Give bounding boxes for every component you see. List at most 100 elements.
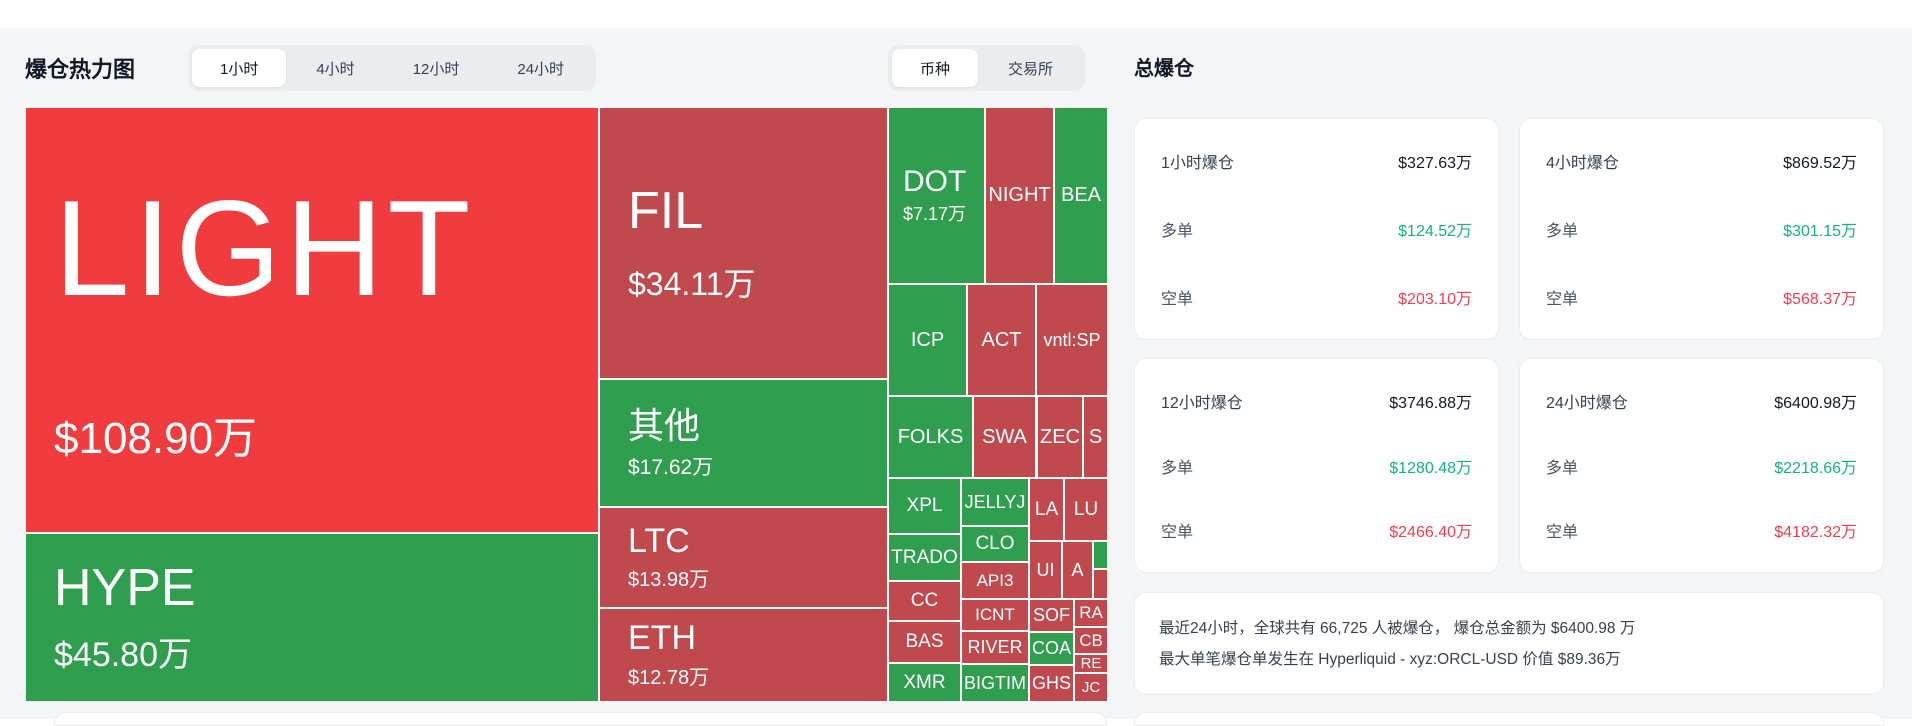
treemap-cell-ICP[interactable]: ICP (889, 285, 966, 395)
tab-24h[interactable]: 24小时 (489, 49, 592, 87)
treemap-cell-LA[interactable]: LA (1030, 479, 1063, 540)
card-total: $327.63万 (1398, 149, 1472, 173)
treemap-cell-BIGTIM[interactable]: BIGTIM (962, 665, 1028, 701)
summary-line-1: 最近24小时，全球共有 66,725 人被爆仓， 爆仓总金额为 $6400.98… (1159, 613, 1859, 644)
long-value: $2218.66万 (1774, 454, 1857, 478)
treemap-cell-UI[interactable]: UI (1030, 542, 1061, 598)
treemap-cell-value: $7.17万 (903, 205, 966, 225)
treemap-cell-value: $34.11万 (628, 267, 756, 302)
treemap-cell-vntl:SP[interactable]: vntl:SP (1037, 285, 1107, 395)
treemap-cell-BAS[interactable]: BAS (889, 622, 960, 662)
treemap-cell-JELLYJ[interactable]: JELLYJ (962, 479, 1028, 525)
treemap-cell-HYPE[interactable]: HYPE$45.80万 (26, 534, 598, 701)
treemap-cell-symbol: ZEC (1040, 427, 1080, 448)
liquidation-summary: 最近24小时，全球共有 66,725 人被爆仓， 爆仓总金额为 $6400.98… (1134, 592, 1884, 695)
treemap-cell-ACT[interactable]: ACT (968, 285, 1035, 395)
treemap-cell-symbol: BAS (905, 632, 943, 652)
treemap-cell-JC[interactable]: JC (1075, 674, 1107, 701)
treemap-cell-symbol: A (1071, 561, 1083, 580)
treemap-cell-RIVER[interactable]: RIVER (962, 632, 1028, 663)
treemap-cell-value: $13.98万 (628, 569, 709, 591)
treemap-cell-symbol: TRADO (891, 548, 958, 568)
long-label: 多单 (1161, 454, 1193, 478)
treemap-cell-symbol: ICNT (975, 606, 1015, 624)
treemap-cell-TRADO[interactable]: TRADO (889, 535, 960, 580)
treemap-cell-symbol: COA (1032, 639, 1071, 658)
treemap-cell-symbol: XMR (903, 673, 945, 693)
treemap-cell-unlabeled[interactable] (1094, 542, 1107, 568)
treemap-cell-GHS[interactable]: GHS (1030, 666, 1073, 701)
treemap-cell-unlabeled[interactable] (1094, 570, 1107, 598)
treemap-cell-ICNT[interactable]: ICNT (962, 600, 1028, 630)
treemap-cell-symbol: BEA (1061, 185, 1101, 206)
short-value: $2466.40万 (1389, 518, 1472, 542)
short-label: 空单 (1546, 518, 1578, 542)
treemap-cell-FOLKS[interactable]: FOLKS (889, 397, 972, 477)
card-title: 1小时爆仓 (1161, 149, 1234, 173)
treemap-cell-BEA[interactable]: BEA (1055, 108, 1107, 283)
treemap-cell-FIL[interactable]: FIL $34.11万 (600, 108, 887, 378)
treemap-cell-symbol: S (1089, 427, 1102, 448)
treemap-cell-其他[interactable]: 其他$17.62万 (600, 380, 887, 506)
treemap-cell-COA[interactable]: COA (1030, 633, 1073, 664)
treemap-cell-symbol: RIVER (967, 638, 1022, 657)
treemap-cell-symbol: JC (1082, 680, 1100, 696)
treemap-cell-symbol: SOF (1033, 606, 1070, 625)
treemap-cell-value: $108.90万 (54, 415, 257, 463)
treemap-cell-XMR[interactable]: XMR (889, 664, 960, 701)
treemap-cell-LU[interactable]: LU (1065, 479, 1107, 540)
treemap-cell-symbol: CC (911, 591, 938, 611)
treemap-cell-symbol: RE (1081, 656, 1102, 672)
treemap-cell-symbol: DOT (903, 166, 966, 198)
total-liquidation-title: 总爆仓 (1134, 52, 1194, 81)
next-section-card-edge (54, 712, 1107, 726)
treemap-cell-symbol: GHS (1032, 674, 1071, 693)
treemap-cell-LTC[interactable]: LTC $13.98万 (600, 508, 887, 607)
card-title: 24小时爆仓 (1546, 389, 1628, 413)
treemap-cell-RE[interactable]: RE (1075, 655, 1107, 672)
treemap-cell-LIGHT[interactable]: LIGHT$108.90万 (26, 108, 598, 532)
liquidation-card-4h: 4小时爆仓$869.52万 多单$301.15万 空单$568.37万 (1519, 118, 1884, 340)
treemap-cell-A[interactable]: A (1063, 542, 1092, 598)
treemap-cell-symbol: XPL (907, 496, 943, 516)
treemap-cell-value: $12.78万 (628, 667, 709, 689)
tab-12h[interactable]: 12小时 (385, 49, 488, 87)
short-label: 空单 (1161, 518, 1193, 542)
short-value: $568.37万 (1783, 285, 1857, 309)
toggle-coin[interactable]: 币种 (892, 49, 978, 87)
treemap-cell-DOT[interactable]: DOT $7.17万 (889, 108, 984, 283)
treemap-cell-symbol: ETH (628, 621, 696, 657)
treemap-cell-CLO[interactable]: CLO (962, 527, 1028, 561)
treemap-cell-symbol: FIL (628, 184, 703, 239)
treemap-cell-CB[interactable]: CB (1075, 628, 1107, 653)
treemap-cell-SOF[interactable]: SOF (1030, 600, 1073, 631)
treemap-cell-symbol: CB (1079, 632, 1103, 650)
card-total: $869.52万 (1783, 149, 1857, 173)
treemap-cell-symbol: 其他 (628, 407, 700, 445)
treemap-cell-RA[interactable]: RA (1075, 600, 1107, 626)
treemap-cell-SWA[interactable]: SWA (974, 397, 1035, 477)
long-label: 多单 (1546, 217, 1578, 241)
tab-4h[interactable]: 4小时 (288, 49, 382, 87)
treemap-cell-symbol: LTC (628, 524, 690, 560)
treemap-cell-ETH[interactable]: ETH $12.78万 (600, 609, 887, 701)
treemap-cell-CC[interactable]: CC (889, 582, 960, 620)
toggle-exchange[interactable]: 交易所 (980, 49, 1081, 87)
liquidation-card-1h: 1小时爆仓$327.63万 多单$124.52万 空单$203.10万 (1134, 118, 1499, 340)
long-value: $1280.48万 (1389, 454, 1472, 478)
treemap-cell-ZEC[interactable]: ZEC (1038, 397, 1082, 477)
treemap-cell-XPL[interactable]: XPL (889, 479, 960, 533)
treemap-cell-symbol: HYPE (54, 561, 196, 616)
time-range-tabs: 1小时 4小时 12小时 24小时 (188, 45, 596, 91)
long-value: $124.52万 (1398, 217, 1472, 241)
treemap-cell-symbol: JELLYJ (965, 493, 1026, 512)
liquidation-card-12h: 12小时爆仓$3746.88万 多单$1280.48万 空单$2466.40万 (1134, 358, 1499, 573)
card-title: 12小时爆仓 (1161, 389, 1243, 413)
summary-line-2: 最大单笔爆仓单发生在 Hyperliquid - xyz:ORCL-USD 价值… (1159, 644, 1859, 675)
tab-1h[interactable]: 1小时 (192, 49, 286, 87)
treemap-cell-NIGHT[interactable]: NIGHT (986, 108, 1053, 283)
treemap-cell-S[interactable]: S (1084, 397, 1107, 477)
treemap-cell-symbol: vntl:SP (1043, 331, 1100, 350)
treemap-cell-API3[interactable]: API3 (962, 563, 1028, 598)
